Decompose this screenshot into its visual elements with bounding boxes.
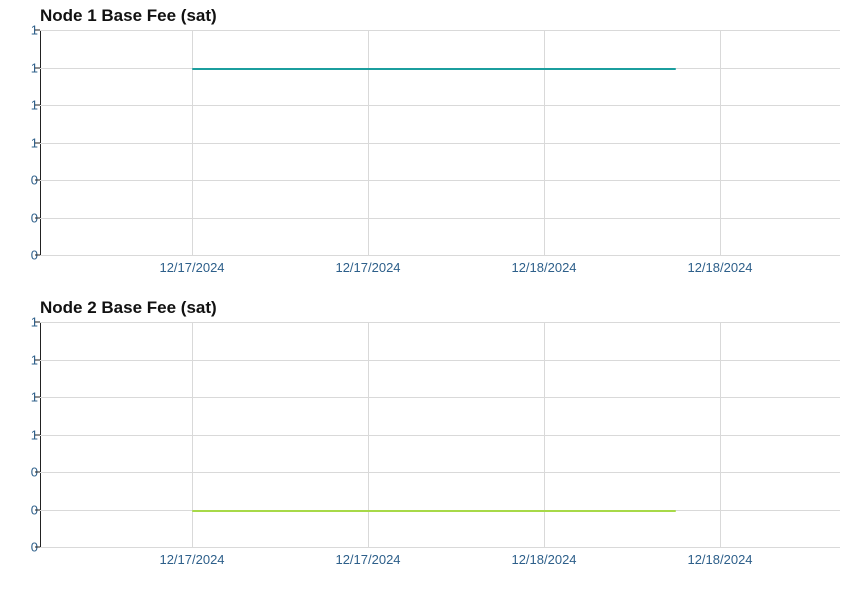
chart-container-node2: Node 2 Base Fee (sat) 1 1 1 1 0 <box>0 292 860 582</box>
plot-area-node2: 1 1 1 1 0 0 0 12/17/2024 12/17/2024 12/1… <box>40 322 840 547</box>
x-tick-label-node2: 12/17/2024 <box>159 552 224 567</box>
x-tick-label-node1: 12/18/2024 <box>687 260 752 275</box>
gridline-h-node2 <box>40 547 840 548</box>
data-line-node1[interactable] <box>192 68 676 70</box>
plot-area-node1: 1 1 1 1 0 0 0 12/17/2024 12/17/2024 12/1… <box>40 30 840 255</box>
data-line-node2[interactable] <box>192 510 676 512</box>
gridline-v-node2 <box>720 322 721 547</box>
gridline-v-node2 <box>192 322 193 547</box>
gridline-v-node1 <box>192 30 193 255</box>
chart-container-node1: Node 1 Base Fee (sat) 1 1 1 1 <box>0 0 860 290</box>
chart-title-node1: Node 1 Base Fee (sat) <box>40 6 217 26</box>
gridline-v-node2 <box>544 322 545 547</box>
dual-chart-page: Node 1 Base Fee (sat) 1 1 1 1 <box>0 0 860 600</box>
x-tick-label-node1: 12/18/2024 <box>511 260 576 275</box>
x-tick-label-node1: 12/17/2024 <box>159 260 224 275</box>
gridline-v-node1 <box>720 30 721 255</box>
x-tick-label-node1: 12/17/2024 <box>335 260 400 275</box>
gridline-v-node2 <box>368 322 369 547</box>
gridline-v-node1 <box>368 30 369 255</box>
gridline-v-node1 <box>544 30 545 255</box>
x-tick-label-node2: 12/18/2024 <box>687 552 752 567</box>
x-tick-label-node2: 12/17/2024 <box>335 552 400 567</box>
gridline-h-node1 <box>40 255 840 256</box>
x-tick-label-node2: 12/18/2024 <box>511 552 576 567</box>
chart-title-node2: Node 2 Base Fee (sat) <box>40 298 217 318</box>
